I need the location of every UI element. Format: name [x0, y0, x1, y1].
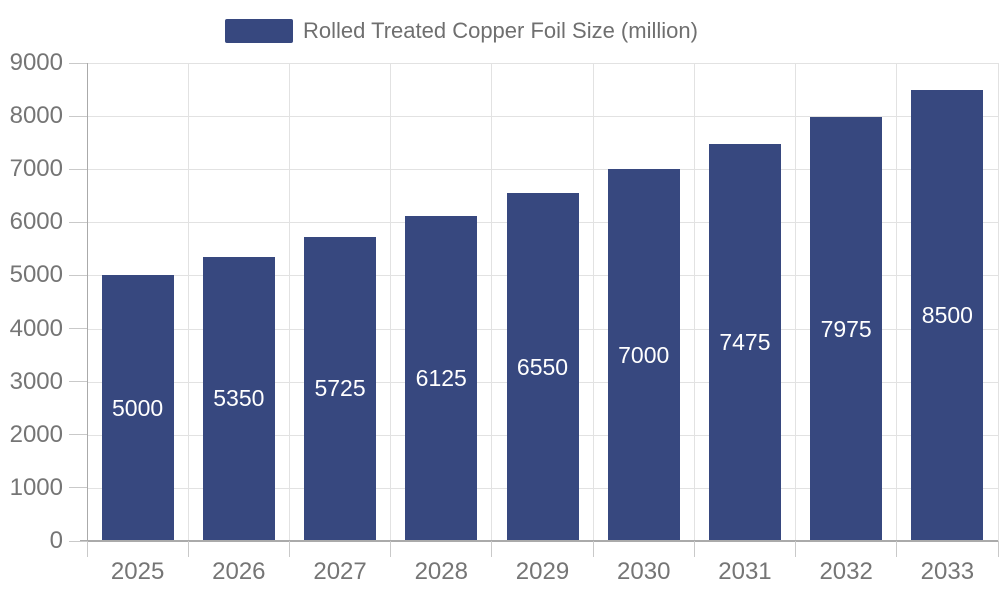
- y-axis-tick: [69, 540, 87, 542]
- bar[interactable]: 5350: [202, 256, 275, 541]
- x-axis-tick: [86, 541, 88, 557]
- bar-value-label: 6125: [415, 364, 467, 391]
- y-tick-label: 4000: [9, 314, 63, 342]
- x-axis-tick: [795, 541, 797, 557]
- v-gridline: [491, 63, 493, 541]
- x-tick-label: 2033: [920, 558, 975, 585]
- x-axis-tick: [997, 541, 999, 557]
- x-tick-label: 2031: [718, 558, 772, 585]
- y-tick-label: 7000: [9, 155, 63, 183]
- v-gridline: [187, 63, 189, 541]
- chart-legend[interactable]: Rolled Treated Copper Foil Size (million…: [225, 16, 698, 46]
- bar[interactable]: 8500: [911, 89, 984, 541]
- v-gridline: [390, 63, 392, 541]
- y-axis-tick: [69, 434, 87, 436]
- v-gridline: [997, 63, 999, 541]
- bar-value-label: 7975: [820, 315, 872, 342]
- h-gridline: [87, 116, 998, 118]
- y-axis-tick: [69, 487, 87, 489]
- bar[interactable]: 6550: [506, 193, 579, 541]
- y-tick-label: 3000: [9, 367, 63, 395]
- y-tick-label: 8000: [9, 102, 63, 130]
- v-gridline: [288, 63, 290, 541]
- y-axis-line: [87, 63, 88, 557]
- x-tick-label: 2025: [110, 558, 165, 585]
- bar-value-label: 7000: [618, 341, 670, 368]
- x-axis-line: [80, 540, 998, 542]
- y-tick-label: 2000: [9, 420, 63, 448]
- legend-series-label: Rolled Treated Copper Foil Size (million…: [303, 18, 698, 43]
- bar[interactable]: 7975: [810, 117, 883, 541]
- y-tick-label: 9000: [9, 49, 63, 76]
- legend-color-swatch: [225, 19, 293, 43]
- y-axis-tick: [69, 221, 87, 223]
- y-axis-tick: [69, 328, 87, 330]
- v-gridline: [896, 63, 898, 541]
- bar-value-label: 5725: [314, 375, 366, 402]
- y-axis-tick: [69, 168, 87, 170]
- plot-area: 5000 5350 5725 6125 6550 7000 7475 7975 8500 0 10…: [10, 51, 999, 584]
- x-tick-label: 2030: [617, 558, 671, 585]
- v-gridline: [592, 63, 594, 541]
- v-gridline: [795, 63, 797, 541]
- bar-value-label: 8500: [921, 301, 973, 328]
- bar[interactable]: 5000: [101, 275, 174, 541]
- y-tick-label: 1000: [9, 473, 63, 501]
- y-tick-label: 5000: [9, 261, 63, 289]
- x-axis-tick: [288, 541, 290, 557]
- x-axis-tick: [693, 541, 695, 557]
- x-axis-tick: [592, 541, 594, 557]
- bar-value-label: 6550: [516, 353, 569, 380]
- x-tick-label: 2029: [515, 558, 570, 585]
- bar[interactable]: 7475: [708, 144, 781, 541]
- bar-value-label: 7475: [719, 329, 771, 355]
- y-axis-tick: [69, 274, 87, 276]
- bar-value-label: 5000: [112, 394, 164, 421]
- x-axis-tick: [390, 541, 392, 557]
- x-axis-tick: [896, 541, 898, 557]
- h-gridline: [87, 63, 998, 64]
- y-tick-label: 6000: [9, 208, 63, 236]
- y-tick-label: 0: [49, 527, 63, 554]
- bar[interactable]: 6125: [405, 215, 478, 541]
- y-axis-tick: [69, 381, 87, 383]
- x-tick-label: 2027: [313, 558, 367, 585]
- v-gridline: [693, 63, 695, 541]
- y-axis-tick: [69, 62, 87, 64]
- x-axis-tick: [491, 541, 493, 557]
- h-gridline: [87, 169, 998, 171]
- x-axis-tick: [187, 541, 189, 557]
- x-tick-label: 2028: [414, 558, 468, 585]
- x-tick-label: 2032: [819, 558, 873, 585]
- bar[interactable]: 7000: [607, 169, 680, 541]
- x-tick-label: 2026: [212, 558, 266, 585]
- y-axis-tick: [69, 115, 87, 117]
- bar[interactable]: 5725: [304, 236, 377, 541]
- bar-value-label: 5350: [213, 385, 265, 412]
